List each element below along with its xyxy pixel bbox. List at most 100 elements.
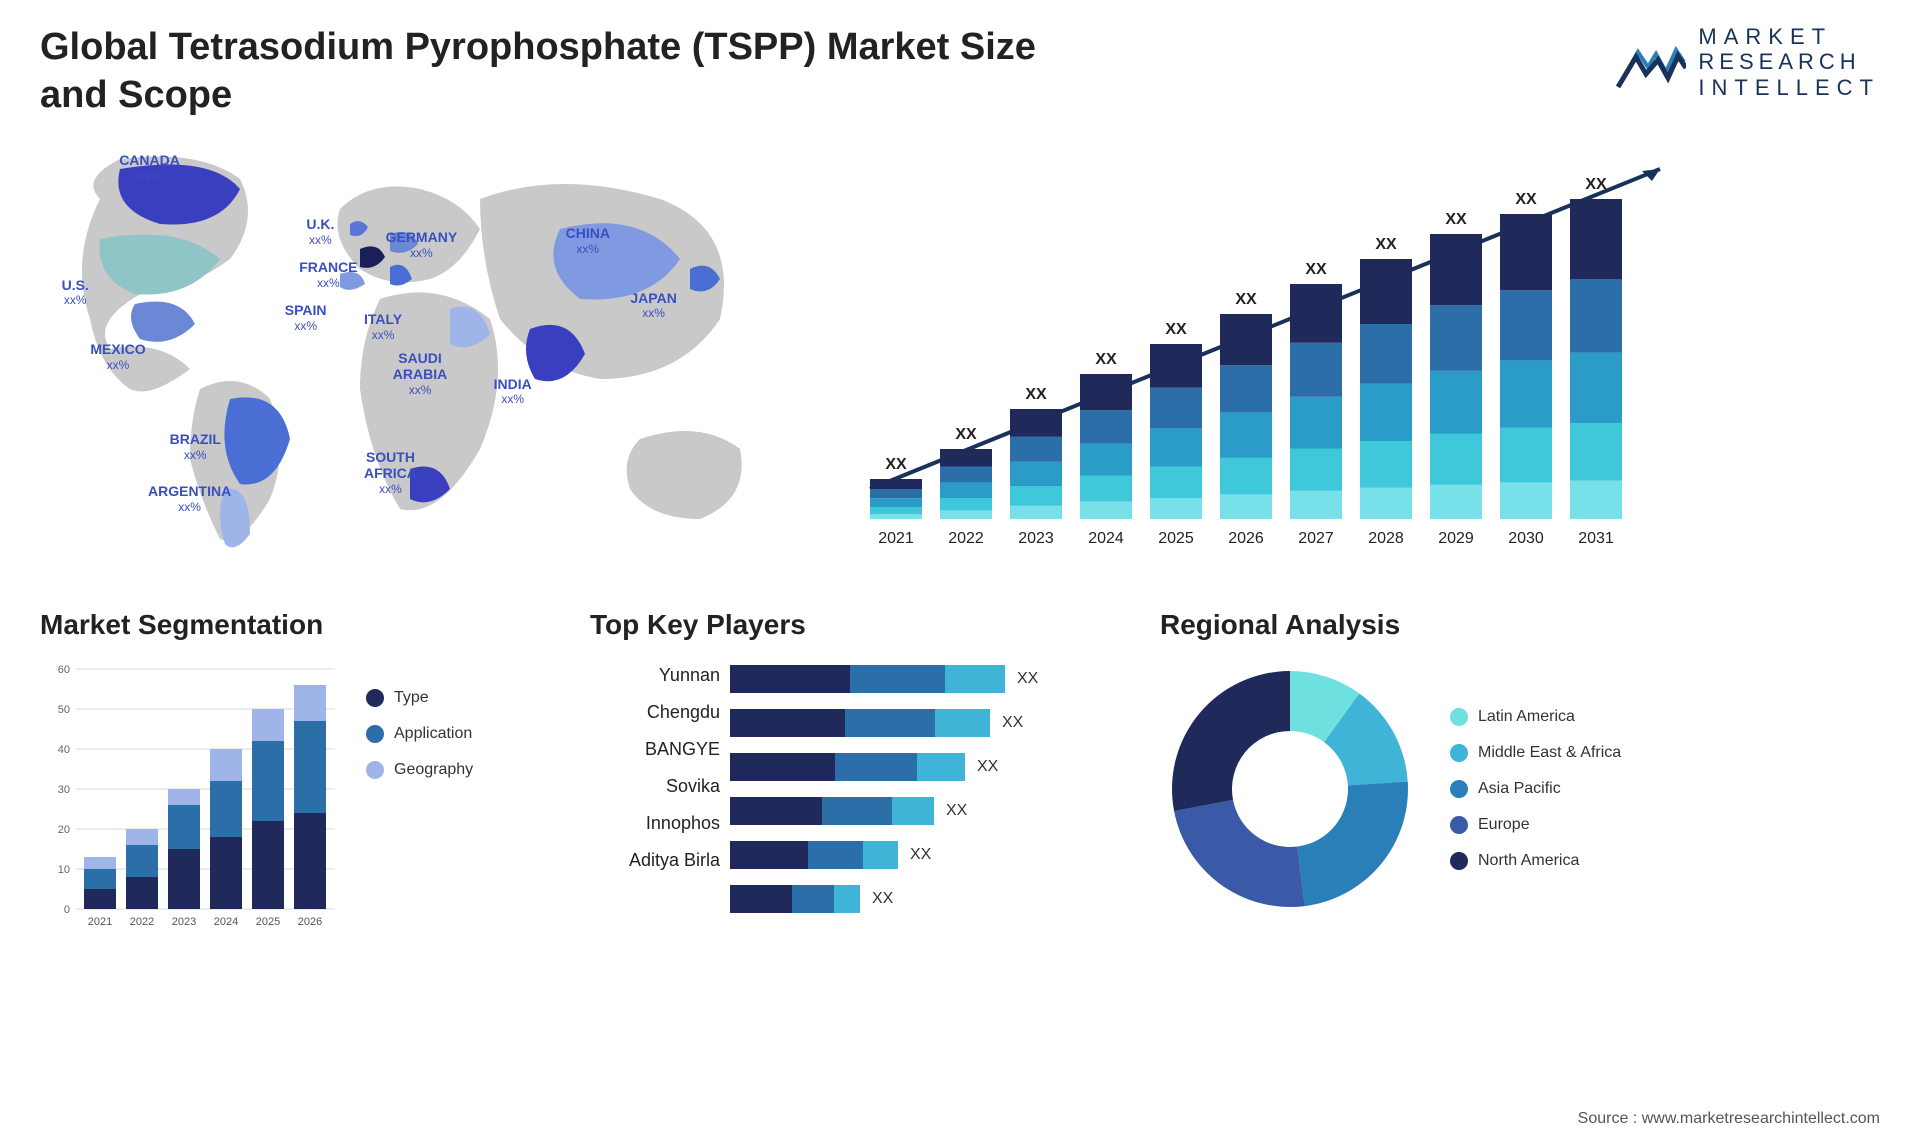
svg-text:2021: 2021 [88, 916, 112, 928]
map-country-name: SPAIN [285, 302, 327, 318]
player-bar-segment [808, 841, 863, 869]
legend-label: North America [1478, 852, 1579, 870]
legend-item: Application [366, 725, 473, 743]
legend-item: Asia Pacific [1450, 780, 1621, 798]
player-value: XX [946, 802, 967, 820]
player-value: XX [910, 846, 931, 864]
logo-text-2: RESEARCH [1698, 49, 1880, 74]
player-bar-segment [835, 753, 917, 781]
map-label: CANADAxx% [119, 152, 180, 183]
legend-label: Middle East & Africa [1478, 744, 1621, 762]
map-country-name: SOUTH AFRICA [364, 449, 417, 482]
player-bar [730, 709, 990, 737]
regional-legend: Latin America Middle East & Africa Asia Pa… [1450, 708, 1621, 870]
svg-text:20: 20 [58, 824, 70, 836]
svg-text:2022: 2022 [948, 530, 984, 547]
svg-text:2023: 2023 [1018, 530, 1054, 547]
player-bar [730, 665, 1005, 693]
svg-text:2025: 2025 [256, 916, 280, 928]
player-bar-segment [730, 665, 850, 693]
map-label: FRANCExx% [299, 259, 357, 290]
legend-label: Type [394, 689, 429, 707]
brand-logo: MARKET RESEARCH INTELLECT [1616, 24, 1880, 100]
svg-text:XX: XX [1095, 351, 1117, 368]
map-label: ITALYxx% [364, 311, 402, 342]
player-bar-segment [935, 709, 990, 737]
logo-text-3: INTELLECT [1698, 75, 1880, 100]
player-name: Yunnan [659, 665, 720, 686]
svg-text:XX: XX [885, 456, 907, 473]
player-bar-segment [730, 885, 792, 913]
map-label: GERMANYxx% [386, 229, 458, 260]
player-bar-segment [792, 885, 834, 913]
map-country-pct: xx% [364, 328, 402, 342]
segmentation-legend: Type Application Geography [366, 689, 473, 939]
map-country-name: FRANCE [299, 259, 357, 275]
svg-text:2021: 2021 [878, 530, 914, 547]
player-bar [730, 885, 860, 913]
legend-dot-icon [366, 725, 384, 743]
player-bar-segment [730, 841, 808, 869]
map-label: SPAINxx% [285, 302, 327, 333]
map-country-pct: xx% [393, 383, 447, 397]
svg-text:XX: XX [955, 426, 977, 443]
player-bar-row: XX [730, 753, 1110, 781]
map-country-pct: xx% [364, 482, 417, 496]
map-label: U.K.xx% [306, 216, 334, 247]
players-bars: XXXXXXXXXXXX [730, 659, 1110, 913]
map-country-pct: xx% [386, 246, 458, 260]
map-country-pct: xx% [630, 306, 676, 320]
player-name: Aditya Birla [629, 850, 720, 871]
regional-section: Regional Analysis Latin AmericaMiddle Ea… [1160, 609, 1880, 989]
map-country-pct: xx% [306, 233, 334, 247]
svg-text:XX: XX [1445, 211, 1467, 228]
svg-text:30: 30 [58, 784, 70, 796]
logo-text-1: MARKET [1698, 24, 1880, 49]
players-labels: YunnanChengduBANGYESovikaInnophosAditya … [590, 659, 720, 913]
player-bar-segment [730, 753, 835, 781]
legend-dot-icon [1450, 816, 1468, 834]
svg-text:XX: XX [1515, 191, 1537, 208]
legend-item: Type [366, 689, 473, 707]
map-country-name: BRAZIL [170, 431, 221, 447]
player-bar-segment [850, 665, 945, 693]
legend-item: Geography [366, 761, 473, 779]
player-bar [730, 841, 898, 869]
svg-text:XX: XX [1025, 386, 1047, 403]
map-label: U.S.xx% [62, 277, 89, 308]
map-label: CHINAxx% [566, 225, 610, 256]
map-label: SAUDI ARABIAxx% [393, 350, 447, 398]
player-value: XX [1017, 670, 1038, 688]
map-country-name: SAUDI ARABIA [393, 350, 447, 383]
player-name: Chengdu [647, 702, 720, 723]
legend-label: Europe [1478, 816, 1530, 834]
map-country-name: ARGENTINA [148, 483, 231, 499]
map-country-name: GERMANY [386, 229, 458, 245]
player-name: BANGYE [645, 739, 720, 760]
map-country-pct: xx% [494, 392, 532, 406]
map-country-pct: xx% [90, 358, 145, 372]
legend-label: Latin America [1478, 708, 1575, 726]
svg-text:40: 40 [58, 744, 70, 756]
player-bar-segment [917, 753, 965, 781]
map-country-pct: xx% [566, 242, 610, 256]
logo-mark-icon [1616, 32, 1686, 92]
svg-text:XX: XX [1235, 291, 1257, 308]
svg-text:2024: 2024 [1088, 530, 1124, 547]
map-country-pct: xx% [119, 169, 180, 183]
map-country-name: CHINA [566, 225, 610, 241]
segmentation-chart: 0102030405060202120222023202420252026 [40, 659, 340, 939]
svg-text:10: 10 [58, 864, 70, 876]
player-bar-segment [730, 709, 845, 737]
map-country-name: MEXICO [90, 341, 145, 357]
legend-dot-icon [1450, 744, 1468, 762]
map-country-pct: xx% [285, 319, 327, 333]
map-country-name: ITALY [364, 311, 402, 327]
svg-text:XX: XX [1165, 321, 1187, 338]
legend-dot-icon [1450, 780, 1468, 798]
svg-text:2025: 2025 [1158, 530, 1194, 547]
legend-dot-icon [366, 689, 384, 707]
player-bar-segment [892, 797, 934, 825]
svg-text:2031: 2031 [1578, 530, 1614, 547]
player-bar-segment [822, 797, 892, 825]
